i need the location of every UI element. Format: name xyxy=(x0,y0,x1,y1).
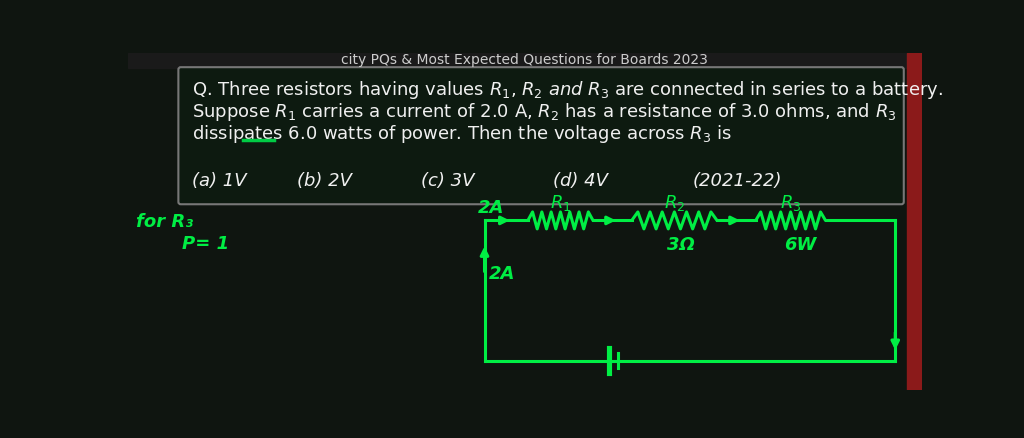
Text: 2A: 2A xyxy=(478,199,505,217)
Text: $R_1$: $R_1$ xyxy=(550,194,571,213)
Text: city PQs & Most Expected Questions for Boards 2023: city PQs & Most Expected Questions for B… xyxy=(341,53,709,67)
Text: P= 1: P= 1 xyxy=(182,234,229,253)
Bar xyxy=(128,53,922,68)
Text: (2021-22): (2021-22) xyxy=(692,172,781,190)
Bar xyxy=(907,53,922,390)
Text: $R_2$: $R_2$ xyxy=(664,194,685,213)
Text: $R_3$: $R_3$ xyxy=(779,194,801,213)
Text: 3Ω: 3Ω xyxy=(667,236,694,254)
Text: 2A: 2A xyxy=(489,265,515,283)
Text: Suppose $R_1$ carries a current of 2.0 A, $R_2$ has a resistance of 3.0 ohms, an: Suppose $R_1$ carries a current of 2.0 A… xyxy=(191,101,896,123)
Text: dissipates 6.0 watts of power. Then the voltage across $R_3$ is: dissipates 6.0 watts of power. Then the … xyxy=(191,123,732,145)
Text: (c) 3V: (c) 3V xyxy=(421,172,474,190)
Text: Q. Three resistors having values $R_1$, $R_2$ $and$ $R_3$ are connected in serie: Q. Three resistors having values $R_1$, … xyxy=(191,78,942,100)
Text: for R₃: for R₃ xyxy=(136,213,193,231)
Text: 6W: 6W xyxy=(784,236,817,254)
FancyBboxPatch shape xyxy=(178,67,904,204)
Text: (b) 2V: (b) 2V xyxy=(297,172,352,190)
Text: (d) 4V: (d) 4V xyxy=(553,172,607,190)
Text: (a) 1V: (a) 1V xyxy=(191,172,246,190)
